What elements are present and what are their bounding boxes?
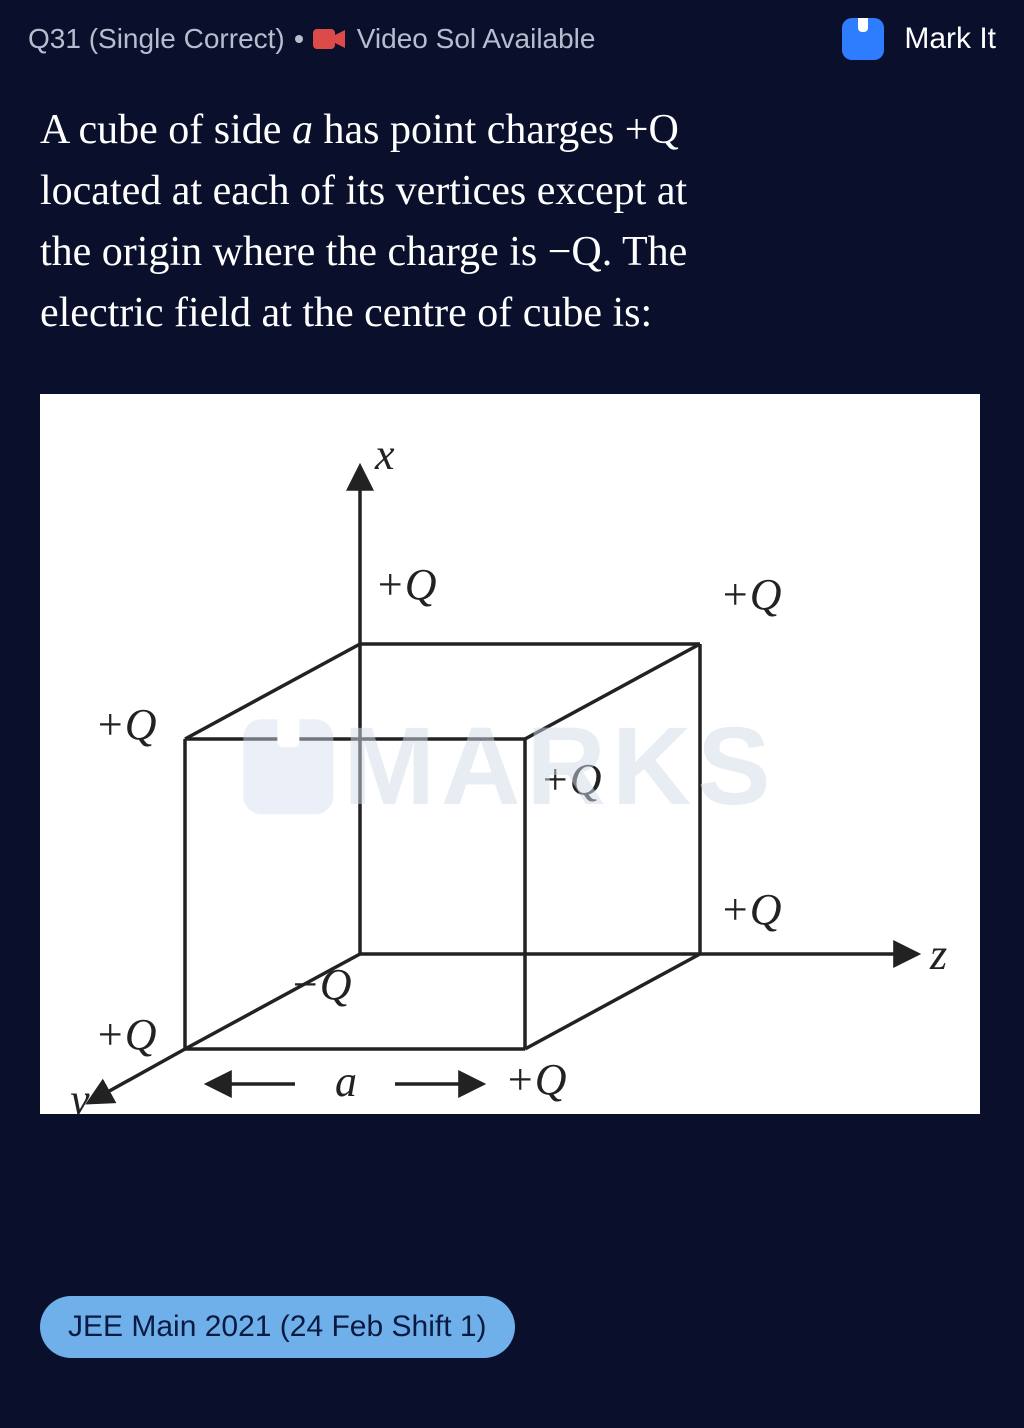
q-line1b: has point charges +Q [313, 107, 679, 153]
charge-bot-front-left: +Q [95, 1010, 156, 1059]
charge-top-back-right: +Q [720, 570, 781, 619]
charge-origin: −Q [290, 960, 351, 1009]
q-line1a: A cube of side [40, 107, 292, 153]
separator-dot [295, 35, 303, 43]
charge-bot-front-right: +Q [505, 1055, 566, 1104]
side-a-label: a [335, 1057, 357, 1106]
charge-top-front-left: +Q [95, 700, 156, 749]
axis-y-label: y [66, 1075, 90, 1114]
q-line3: the origin where the charge is −Q. The [40, 229, 687, 275]
bookmark-icon[interactable] [842, 18, 884, 60]
video-icon [313, 27, 347, 51]
axis-x-label: x [374, 430, 395, 479]
cube-svg: x z y a +Q +Q +Q +Q +Q −Q +Q +Q [40, 394, 980, 1114]
charge-bot-back-right: +Q [720, 885, 781, 934]
mark-button[interactable]: Mark It [904, 22, 996, 56]
charge-top-back-left: +Q [375, 560, 436, 609]
exam-tag[interactable]: JEE Main 2021 (24 Feb Shift 1) [40, 1296, 515, 1358]
cube-diagram: MARKS [40, 394, 980, 1114]
charge-top-front-right: +Q [540, 755, 601, 804]
axis-z-label: z [929, 930, 947, 979]
q-line4: electric field at the centre of cube is: [40, 290, 652, 336]
question-text: A cube of side a has point charges +Q lo… [0, 70, 1024, 364]
q-line2: located at each of its vertices except a… [40, 168, 687, 214]
question-header: Q31 (Single Correct) Video Sol Available… [0, 0, 1024, 70]
question-number: Q31 (Single Correct) [28, 23, 285, 55]
q-var-a: a [292, 107, 313, 153]
video-label: Video Sol Available [357, 23, 596, 55]
